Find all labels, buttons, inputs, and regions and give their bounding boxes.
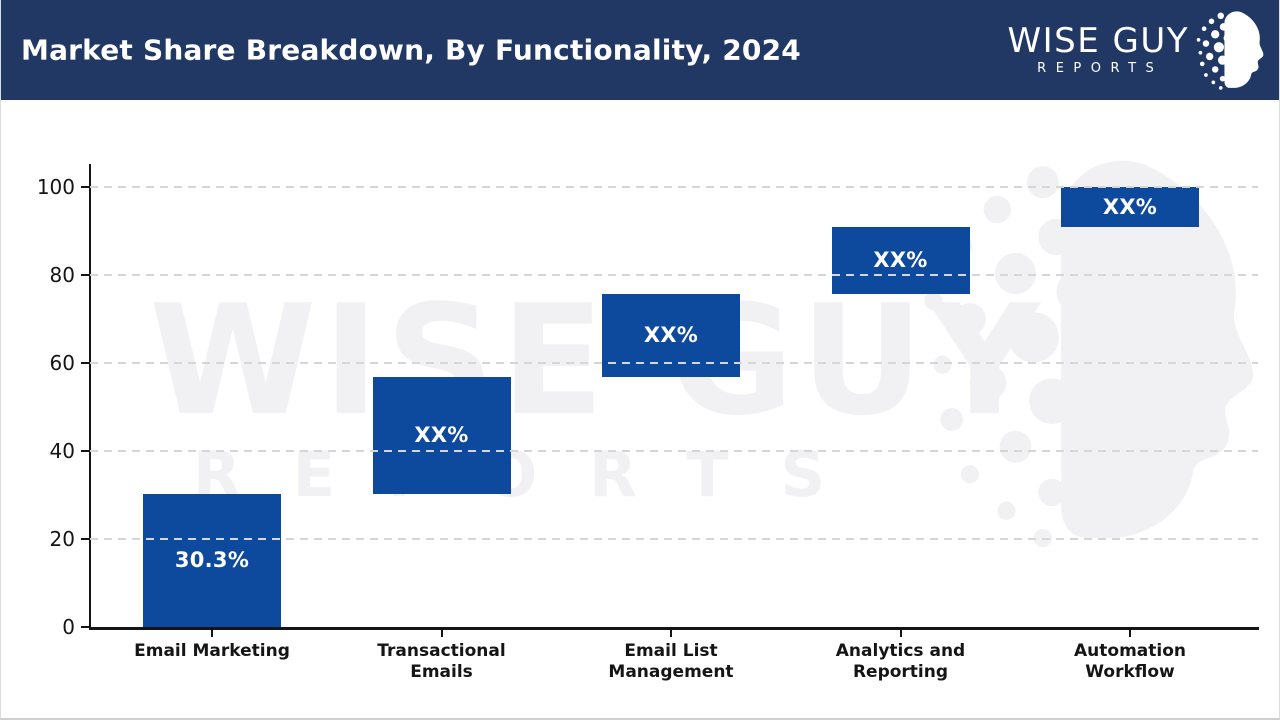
- gridline: [90, 186, 1258, 188]
- y-tick: [81, 186, 90, 188]
- x-category-label: Email List Management: [608, 641, 734, 683]
- y-tick: [81, 450, 90, 452]
- y-tick-label: 40: [49, 439, 75, 463]
- y-tick-label: 60: [49, 351, 75, 375]
- bar: XX%: [831, 227, 970, 294]
- gridline: [90, 274, 1258, 276]
- y-tick: [81, 626, 90, 628]
- x-tick: [1129, 630, 1131, 637]
- x-tick: [899, 630, 902, 637]
- x-tick: [211, 630, 213, 637]
- logo-wordmark: WISE GUY: [1007, 20, 1189, 61]
- y-tick-label: 0: [62, 615, 75, 639]
- y-tick-label: 20: [49, 527, 75, 551]
- x-category-label: Email Marketing: [134, 641, 290, 661]
- logo-head-icon: [1193, 8, 1267, 92]
- bar: XX%: [372, 377, 511, 494]
- bar-value-label: XX%: [643, 323, 699, 348]
- gridline: [90, 362, 1258, 364]
- logo-subtitle: REPORTS: [1037, 61, 1164, 77]
- y-tick: [81, 274, 90, 276]
- x-category-label: Transactional Emails: [377, 641, 506, 683]
- page-title: Market Share Breakdown, By Functionality…: [21, 33, 801, 67]
- watermark-head-icon: [906, 145, 1271, 557]
- wise-guy-logo: WISE GUY REPORTS: [1007, 6, 1267, 94]
- bar-value-label: XX%: [1102, 195, 1158, 220]
- x-axis-line: [89, 627, 1259, 630]
- x-category-label: Analytics and Reporting: [835, 641, 966, 683]
- y-tick: [81, 362, 90, 364]
- header-band: Market Share Breakdown, By Functionality…: [1, 0, 1279, 100]
- bar: 30.3%: [143, 493, 281, 627]
- bar-value-label: 30.3%: [174, 548, 250, 573]
- y-tick-label: 80: [49, 263, 75, 287]
- x-tick: [440, 630, 443, 637]
- y-axis-line: [89, 164, 91, 630]
- gridline: [90, 538, 1258, 540]
- x-tick: [670, 630, 672, 637]
- bar-value-label: XX%: [414, 423, 469, 448]
- watermark-wordmark: WISE GUY: [149, 272, 1046, 449]
- logo-text: WISE GUY REPORTS: [1007, 20, 1189, 77]
- bar-value-label: XX%: [873, 248, 928, 273]
- bar: XX%: [1061, 187, 1199, 228]
- y-tick: [81, 538, 90, 540]
- y-tick-label: 100: [36, 175, 75, 199]
- bar: XX%: [602, 293, 740, 378]
- x-category-label: Automation Workflow: [1074, 641, 1186, 683]
- gridline: [90, 450, 1258, 452]
